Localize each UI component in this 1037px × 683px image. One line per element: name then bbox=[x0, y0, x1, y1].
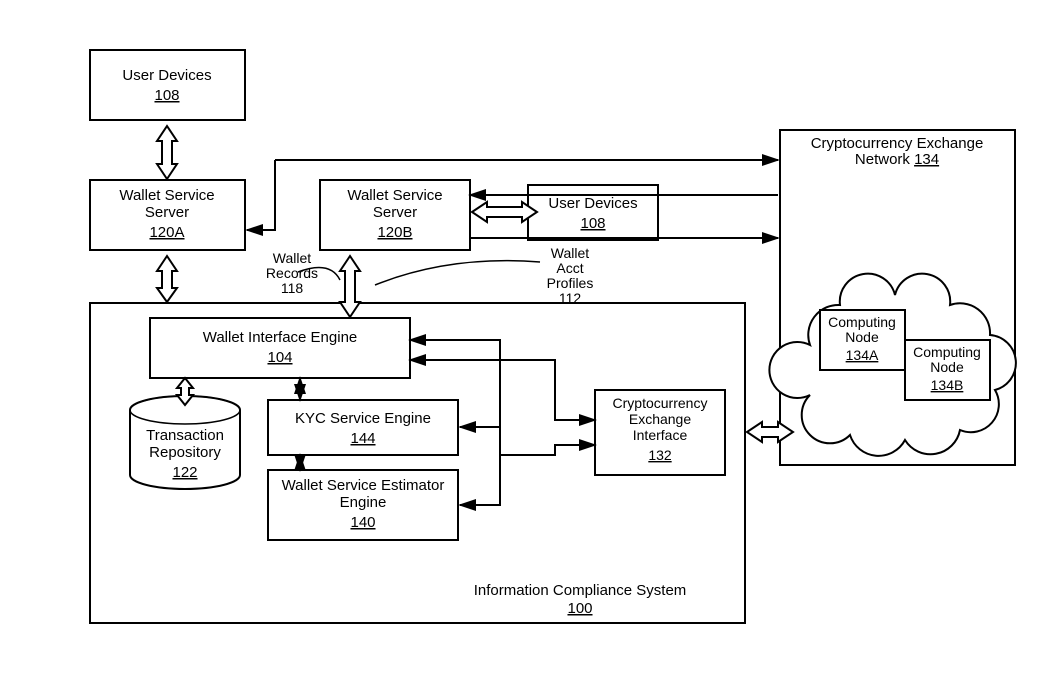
node-kyc-engine: KYC Service Engine 144 bbox=[268, 400, 458, 455]
ref-comp-node-a: 134A bbox=[846, 347, 879, 363]
svg-text:Wallet: Wallet bbox=[551, 245, 589, 261]
node-wallet-interface-engine: Wallet Interface Engine 104 bbox=[150, 318, 410, 378]
annotation-wallet-profiles: Wallet Acct Profiles 112 bbox=[375, 245, 593, 306]
label-exchange-network-l1: Cryptocurrency Exchange bbox=[811, 135, 984, 152]
ref-wallet-srv-a: 120A bbox=[149, 224, 184, 241]
label-est-l2: Engine bbox=[340, 494, 387, 511]
ref-compliance-system: 100 bbox=[567, 600, 592, 617]
arrow-walletA-wie bbox=[157, 256, 177, 302]
node-transaction-repository: Transaction Repository 122 bbox=[130, 396, 240, 489]
node-user-devices-top: User Devices 108 bbox=[90, 50, 245, 120]
arrow-walletB-wie bbox=[340, 256, 360, 317]
ref-est: 140 bbox=[350, 514, 375, 531]
label-comp-node-b-l2: Node bbox=[930, 359, 964, 375]
edge-walletA-exchnet bbox=[247, 160, 275, 230]
label-crypto-if-l1: Cryptocurrency bbox=[613, 395, 708, 411]
label-user-devices-top: User Devices bbox=[122, 67, 211, 84]
label-wallet-srv-b-l2: Server bbox=[373, 204, 417, 221]
label-comp-node-b-l1: Computing bbox=[913, 344, 981, 360]
node-user-devices-right: User Devices 108 bbox=[528, 185, 658, 240]
label-tx-repo-l1: Transaction bbox=[146, 427, 224, 444]
ref-user-devices-top: 108 bbox=[154, 87, 179, 104]
svg-text:112: 112 bbox=[559, 290, 582, 306]
node-wallet-server-a: Wallet Service Server 120A bbox=[90, 180, 245, 250]
svg-text:Acct: Acct bbox=[556, 260, 583, 276]
arrow-walletB-userdev bbox=[472, 202, 537, 222]
node-wallet-server-b: Wallet Service Server 120B bbox=[320, 180, 470, 250]
svg-text:Records: Records bbox=[266, 265, 318, 281]
label-wallet-if: Wallet Interface Engine bbox=[203, 329, 358, 346]
ref-comp-node-b: 134B bbox=[931, 377, 964, 393]
ref-user-devices-right: 108 bbox=[580, 215, 605, 232]
label-comp-node-a-l1: Computing bbox=[828, 314, 896, 330]
ref-wallet-srv-b: 120B bbox=[377, 224, 412, 241]
annotation-wallet-records: Wallet Records 118 bbox=[266, 250, 340, 296]
label-crypto-if-l3: Interface bbox=[633, 427, 688, 443]
label-kyc: KYC Service Engine bbox=[295, 410, 431, 427]
arrow-userdev-walletA bbox=[157, 126, 177, 179]
label-wallet-srv-b-l1: Wallet Service bbox=[347, 187, 442, 204]
diagram-canvas: Information Compliance System 100 Crypto… bbox=[0, 0, 1037, 683]
node-crypto-exchange-interface: Cryptocurrency Exchange Interface 132 bbox=[595, 390, 725, 475]
svg-text:Profiles: Profiles bbox=[547, 275, 594, 291]
node-wallet-estimator-engine: Wallet Service Estimator Engine 140 bbox=[268, 470, 458, 540]
label-wallet-srv-a-l1: Wallet Service bbox=[119, 187, 214, 204]
label-user-devices-right: User Devices bbox=[548, 195, 637, 212]
ref-kyc: 144 bbox=[350, 430, 375, 447]
label-exchange-network-l2: Network 134 bbox=[855, 151, 939, 168]
label-compliance-system: Information Compliance System bbox=[474, 582, 687, 599]
node-computing-node-b: Computing Node 134B bbox=[905, 340, 990, 400]
label-est-l1: Wallet Service Estimator bbox=[282, 477, 445, 494]
node-computing-node-a: Computing Node 134A bbox=[820, 310, 905, 370]
label-wallet-srv-a-l2: Server bbox=[145, 204, 189, 221]
label-crypto-if-l2: Exchange bbox=[629, 411, 691, 427]
ref-tx-repo: 122 bbox=[172, 464, 197, 481]
svg-text:118: 118 bbox=[281, 280, 304, 296]
ref-crypto-if: 132 bbox=[648, 447, 672, 463]
ref-wallet-if: 104 bbox=[267, 349, 292, 366]
label-comp-node-a-l2: Node bbox=[845, 329, 879, 345]
label-tx-repo-l2: Repository bbox=[149, 444, 221, 461]
svg-text:Wallet: Wallet bbox=[273, 250, 311, 266]
